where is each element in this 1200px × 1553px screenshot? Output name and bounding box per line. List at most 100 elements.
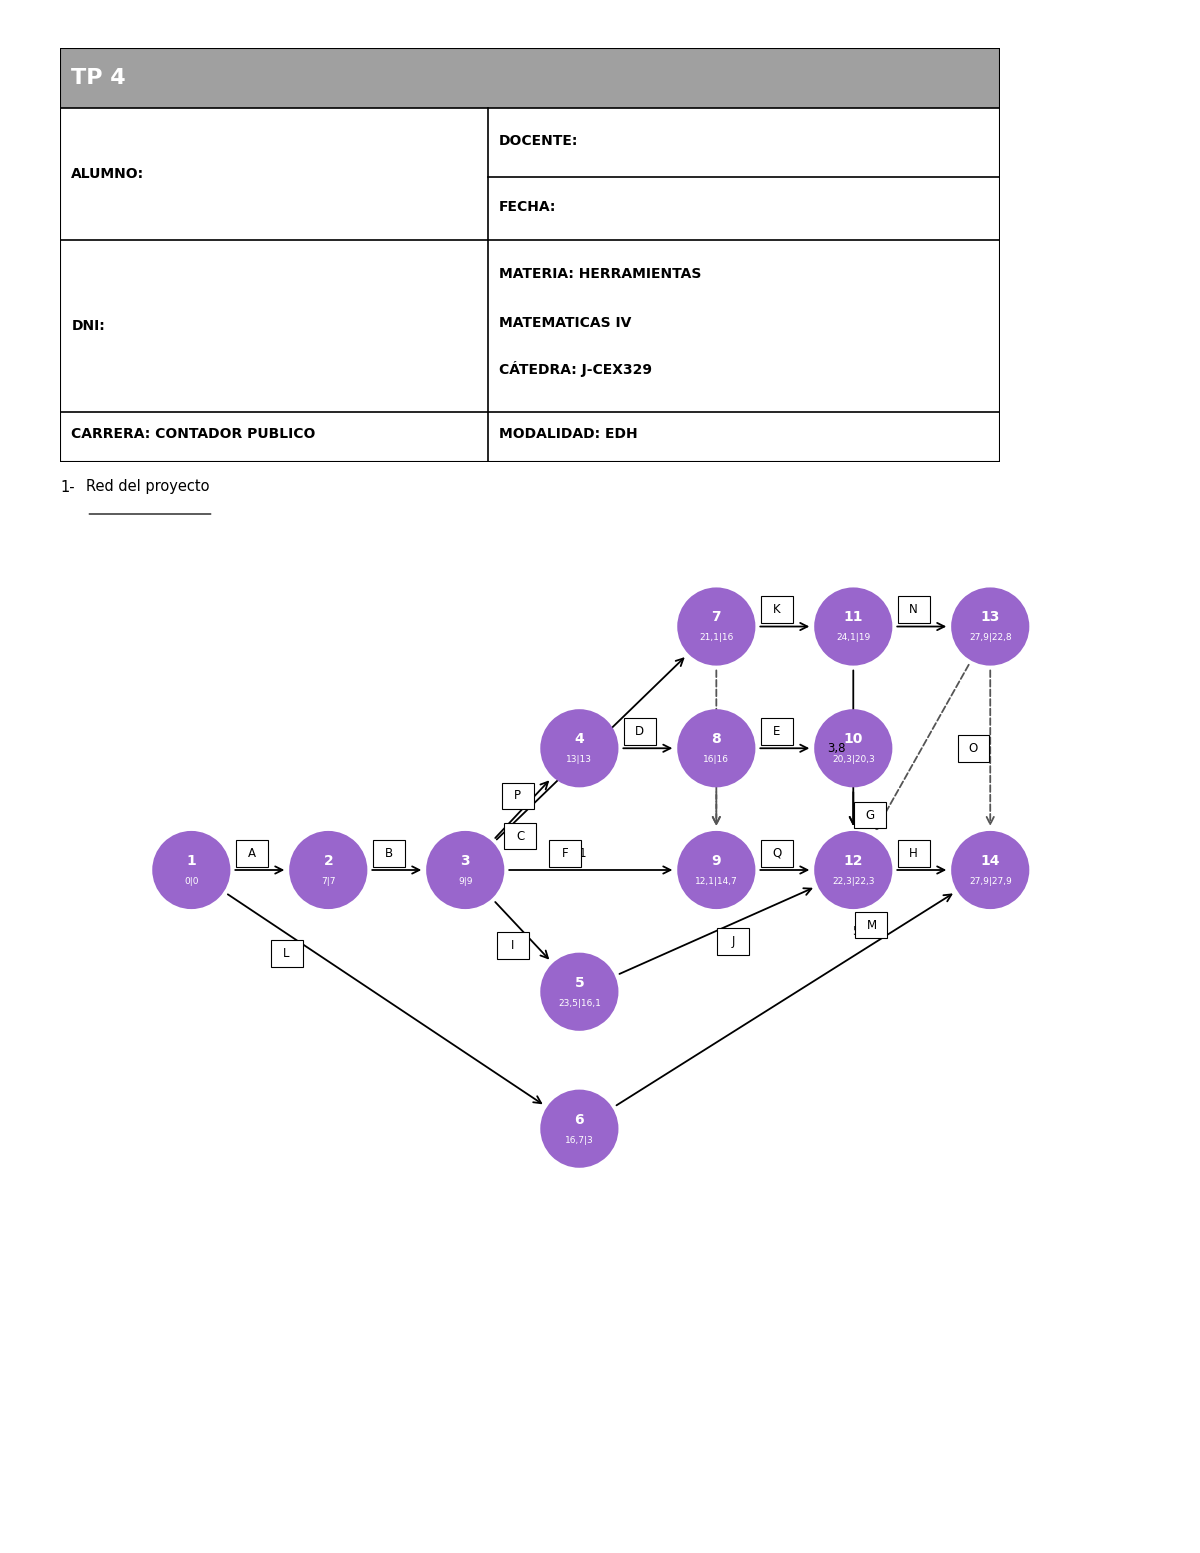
Text: I: I	[511, 940, 515, 952]
Text: 3,8: 3,8	[516, 781, 534, 795]
Text: 5,6: 5,6	[908, 846, 926, 860]
Circle shape	[815, 832, 892, 909]
Circle shape	[678, 589, 755, 665]
Text: H: H	[910, 846, 918, 860]
Text: O: O	[968, 742, 978, 755]
Text: MODALIDAD: EDH: MODALIDAD: EDH	[499, 427, 637, 441]
Text: C: C	[516, 829, 524, 843]
Text: 3: 3	[283, 947, 290, 960]
Text: 3,8: 3,8	[827, 742, 846, 755]
Text: L: L	[283, 947, 290, 960]
Circle shape	[678, 710, 755, 786]
Text: 3,1: 3,1	[568, 846, 587, 860]
Text: 11: 11	[844, 610, 863, 624]
Text: 12: 12	[844, 854, 863, 868]
Text: 22,3|22,3: 22,3|22,3	[832, 877, 875, 885]
Text: 6: 6	[575, 1112, 584, 1126]
Text: 4: 4	[520, 826, 527, 840]
Text: 3: 3	[640, 725, 647, 738]
Text: Q: Q	[772, 846, 781, 860]
Text: N: N	[910, 603, 918, 617]
Text: 27,9|22,8: 27,9|22,8	[968, 634, 1012, 643]
Text: CÁTEDRA: J-CEX329: CÁTEDRA: J-CEX329	[499, 360, 652, 377]
FancyBboxPatch shape	[270, 940, 302, 968]
Circle shape	[290, 832, 366, 909]
Circle shape	[678, 832, 755, 909]
Text: 7,6: 7,6	[772, 846, 790, 860]
Text: D: D	[635, 725, 644, 738]
Text: 4,3: 4,3	[772, 725, 790, 738]
Text: B: B	[384, 846, 392, 860]
Text: 27,9|27,9: 27,9|27,9	[968, 877, 1012, 885]
Text: 21,1|16: 21,1|16	[700, 634, 733, 643]
Text: 13: 13	[980, 610, 1000, 624]
Text: 12,1|14,7: 12,1|14,7	[695, 877, 738, 885]
Text: ALUMNO:: ALUMNO:	[71, 168, 144, 182]
FancyBboxPatch shape	[854, 801, 886, 828]
Text: 3: 3	[461, 854, 470, 868]
Text: 3,8: 3,8	[908, 603, 926, 617]
Text: 5: 5	[575, 975, 584, 989]
Text: TP 4: TP 4	[71, 68, 126, 89]
Circle shape	[541, 1090, 618, 1166]
FancyBboxPatch shape	[898, 596, 930, 623]
FancyBboxPatch shape	[761, 717, 792, 745]
Text: FECHA:: FECHA:	[499, 200, 557, 214]
FancyBboxPatch shape	[718, 929, 749, 955]
Text: 16|16: 16|16	[703, 755, 730, 764]
Text: 0|0: 0|0	[184, 877, 198, 885]
FancyBboxPatch shape	[372, 840, 404, 867]
Text: Red del proyecto: Red del proyecto	[86, 480, 210, 494]
Text: P: P	[514, 789, 521, 803]
Text: F: F	[562, 846, 569, 860]
Text: CARRERA: CONTADOR PUBLICO: CARRERA: CONTADOR PUBLICO	[71, 427, 316, 441]
Text: 24,1|19: 24,1|19	[836, 634, 870, 643]
Text: 1: 1	[186, 854, 197, 868]
Text: 14: 14	[980, 854, 1000, 868]
Text: 2: 2	[866, 806, 874, 820]
Text: 9|9: 9|9	[458, 877, 473, 885]
Text: 13|13: 13|13	[566, 755, 593, 764]
Text: 16,7|3: 16,7|3	[565, 1135, 594, 1145]
Circle shape	[815, 710, 892, 786]
Text: 10: 10	[844, 731, 863, 745]
FancyBboxPatch shape	[550, 840, 582, 867]
FancyBboxPatch shape	[504, 823, 536, 849]
Text: 4: 4	[730, 935, 737, 949]
Text: 2: 2	[389, 846, 396, 860]
Text: 9: 9	[712, 854, 721, 868]
FancyBboxPatch shape	[60, 48, 1000, 109]
Text: 20,3|20,3: 20,3|20,3	[832, 755, 875, 764]
Circle shape	[815, 589, 892, 665]
FancyBboxPatch shape	[898, 840, 930, 867]
Text: MATEMATICAS IV: MATEMATICAS IV	[499, 315, 631, 329]
Text: 2: 2	[324, 854, 334, 868]
Text: 5,6: 5,6	[852, 926, 870, 938]
Circle shape	[541, 954, 618, 1030]
Text: M: M	[866, 918, 876, 932]
Circle shape	[952, 589, 1028, 665]
Text: 7: 7	[252, 846, 259, 860]
Text: 1-: 1-	[60, 480, 74, 494]
Text: 4: 4	[575, 731, 584, 745]
FancyBboxPatch shape	[502, 783, 534, 809]
FancyBboxPatch shape	[958, 735, 990, 761]
FancyBboxPatch shape	[497, 932, 529, 958]
Text: 8: 8	[712, 731, 721, 745]
Text: J: J	[731, 935, 734, 949]
Text: A: A	[247, 846, 256, 860]
Circle shape	[541, 710, 618, 786]
Text: 23,5|16,1: 23,5|16,1	[558, 999, 601, 1008]
Text: DOCENTE:: DOCENTE:	[499, 134, 578, 148]
Text: G: G	[865, 809, 875, 822]
FancyBboxPatch shape	[761, 596, 792, 623]
Circle shape	[154, 832, 229, 909]
Text: E: E	[773, 725, 780, 738]
FancyBboxPatch shape	[235, 840, 268, 867]
Text: MATERIA: HERRAMIENTAS: MATERIA: HERRAMIENTAS	[499, 267, 701, 281]
Text: 7: 7	[712, 610, 721, 624]
Circle shape	[952, 832, 1028, 909]
FancyBboxPatch shape	[856, 912, 888, 938]
Text: 7|7: 7|7	[322, 877, 336, 885]
FancyBboxPatch shape	[624, 717, 655, 745]
